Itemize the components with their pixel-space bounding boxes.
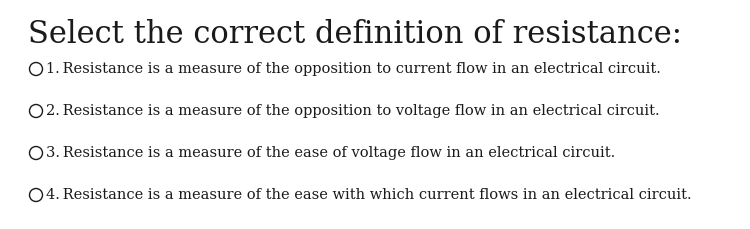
Ellipse shape [29,104,43,117]
Text: 4. Resistance is a measure of the ease with which current flows in an electrical: 4. Resistance is a measure of the ease w… [46,188,692,202]
Text: 3. Resistance is a measure of the ease of voltage flow in an electrical circuit.: 3. Resistance is a measure of the ease o… [46,146,616,160]
Ellipse shape [29,188,43,202]
Text: Select the correct definition of resistance:: Select the correct definition of resista… [28,19,682,50]
Text: 1. Resistance is a measure of the opposition to current flow in an electrical ci: 1. Resistance is a measure of the opposi… [46,62,662,76]
Ellipse shape [29,147,43,160]
Text: 2. Resistance is a measure of the opposition to voltage flow in an electrical ci: 2. Resistance is a measure of the opposi… [46,104,660,118]
Ellipse shape [29,63,43,76]
